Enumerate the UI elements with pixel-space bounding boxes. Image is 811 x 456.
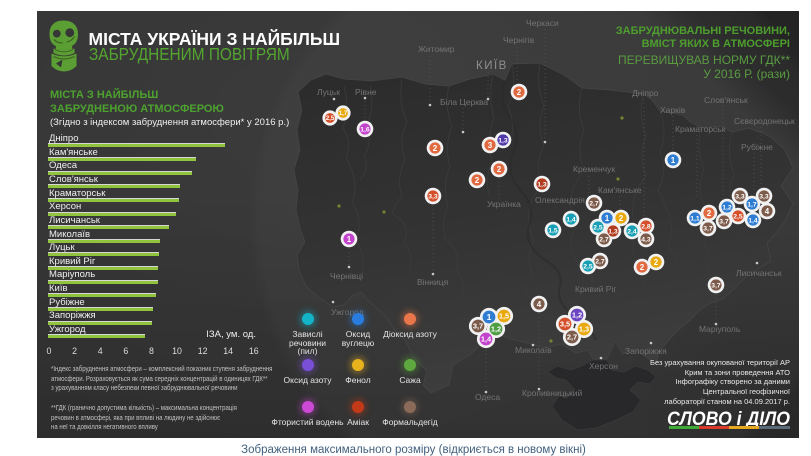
svg-text:Маріуполь: Маріуполь [699,324,741,334]
svg-text:3,3: 3,3 [428,193,438,200]
svg-text:Запоріжжя: Запоріжжя [625,346,667,356]
svg-text:Лисичанськ: Лисичанськ [736,268,782,278]
svg-text:1,4: 1,4 [748,217,758,224]
svg-text:1,5: 1,5 [499,312,509,321]
svg-text:Черкаси: Черкаси [526,18,559,28]
svg-text:2: 2 [654,258,659,267]
svg-text:1,5: 1,5 [548,227,558,234]
svg-text:2,7: 2,7 [595,258,605,265]
svg-text:1,2: 1,2 [572,311,582,320]
svg-text:3,7: 3,7 [719,218,729,225]
svg-text:2,4: 2,4 [627,228,637,235]
svg-text:4: 4 [765,207,770,216]
svg-text:Сєвєродонецьк: Сєвєродонецьк [734,116,795,126]
svg-text:1,3: 1,3 [608,228,618,235]
svg-text:Кривий Ріг: Кривий Ріг [575,284,616,294]
svg-text:2: 2 [707,209,712,218]
svg-text:1,4: 1,4 [481,335,492,344]
svg-text:4,3: 4,3 [641,236,651,243]
svg-text:1,6: 1,6 [360,126,370,133]
svg-text:2,5: 2,5 [326,115,335,122]
svg-text:2,5: 2,5 [593,224,603,231]
svg-text:3,7: 3,7 [703,225,713,232]
svg-text:Українка: Українка [487,199,521,209]
svg-text:3,3: 3,3 [759,193,769,200]
svg-text:3,7: 3,7 [473,322,483,331]
svg-text:Херсон: Херсон [589,361,618,371]
svg-text:Олександрія: Олександрія [535,195,585,205]
svg-text:3,3: 3,3 [735,193,745,200]
svg-text:Кам'янське: Кам'янське [598,185,642,195]
svg-text:Чернівці: Чернівці [330,271,363,281]
svg-text:Краматорськ: Краматорськ [675,124,726,134]
svg-text:1,7: 1,7 [339,110,348,117]
svg-text:Біла Церква: Біла Церква [440,97,488,107]
svg-text:1,3: 1,3 [498,137,508,144]
svg-text:1,7: 1,7 [747,201,757,208]
svg-text:КИЇВ: КИЇВ [476,60,508,72]
svg-text:Вінниця: Вінниця [417,277,449,287]
svg-text:Ужгород: Ужгород [331,307,364,317]
svg-text:1: 1 [487,312,492,322]
svg-text:Слов'янськ: Слов'янськ [704,95,748,105]
svg-text:2,5: 2,5 [733,213,743,220]
svg-text:1,2: 1,2 [491,325,501,334]
svg-text:2,7: 2,7 [567,333,577,342]
svg-text:1,1: 1,1 [690,215,700,222]
svg-text:2: 2 [475,176,480,185]
svg-text:Чернігів: Чернігів [503,35,535,45]
svg-text:1: 1 [671,156,676,165]
svg-text:1,2: 1,2 [722,204,732,211]
svg-text:2,8: 2,8 [641,223,651,230]
svg-text:2: 2 [497,165,502,174]
svg-text:1,3: 1,3 [537,181,547,188]
svg-text:1: 1 [347,235,352,244]
svg-text:2,7: 2,7 [599,236,609,243]
svg-text:1,4: 1,4 [566,216,576,223]
svg-text:Одеса: Одеса [475,392,500,402]
svg-text:2,5: 2,5 [583,263,593,270]
svg-text:2: 2 [619,214,624,223]
svg-text:Житомир: Житомир [418,44,455,54]
svg-text:Луцьк: Луцьк [317,87,340,97]
svg-text:Миколаїв: Миколаїв [515,345,552,355]
svg-text:4: 4 [537,300,542,309]
svg-text:2: 2 [433,144,438,153]
svg-text:3: 3 [488,141,493,150]
svg-text:2: 2 [640,263,645,272]
svg-text:Дніпро: Дніпро [632,88,659,98]
svg-text:3,7: 3,7 [711,282,721,289]
svg-text:Харків: Харків [660,105,686,115]
svg-text:Рівне: Рівне [355,87,377,97]
svg-text:Кропивницький: Кропивницький [522,388,582,398]
svg-text:1,3: 1,3 [579,325,589,334]
svg-text:2: 2 [517,88,522,97]
svg-text:1: 1 [605,214,610,223]
svg-text:Рубіжне: Рубіжне [741,142,773,152]
svg-text:2,7: 2,7 [589,200,599,207]
svg-text:Кременчук: Кременчук [573,164,615,174]
svg-text:3,5: 3,5 [560,320,570,329]
